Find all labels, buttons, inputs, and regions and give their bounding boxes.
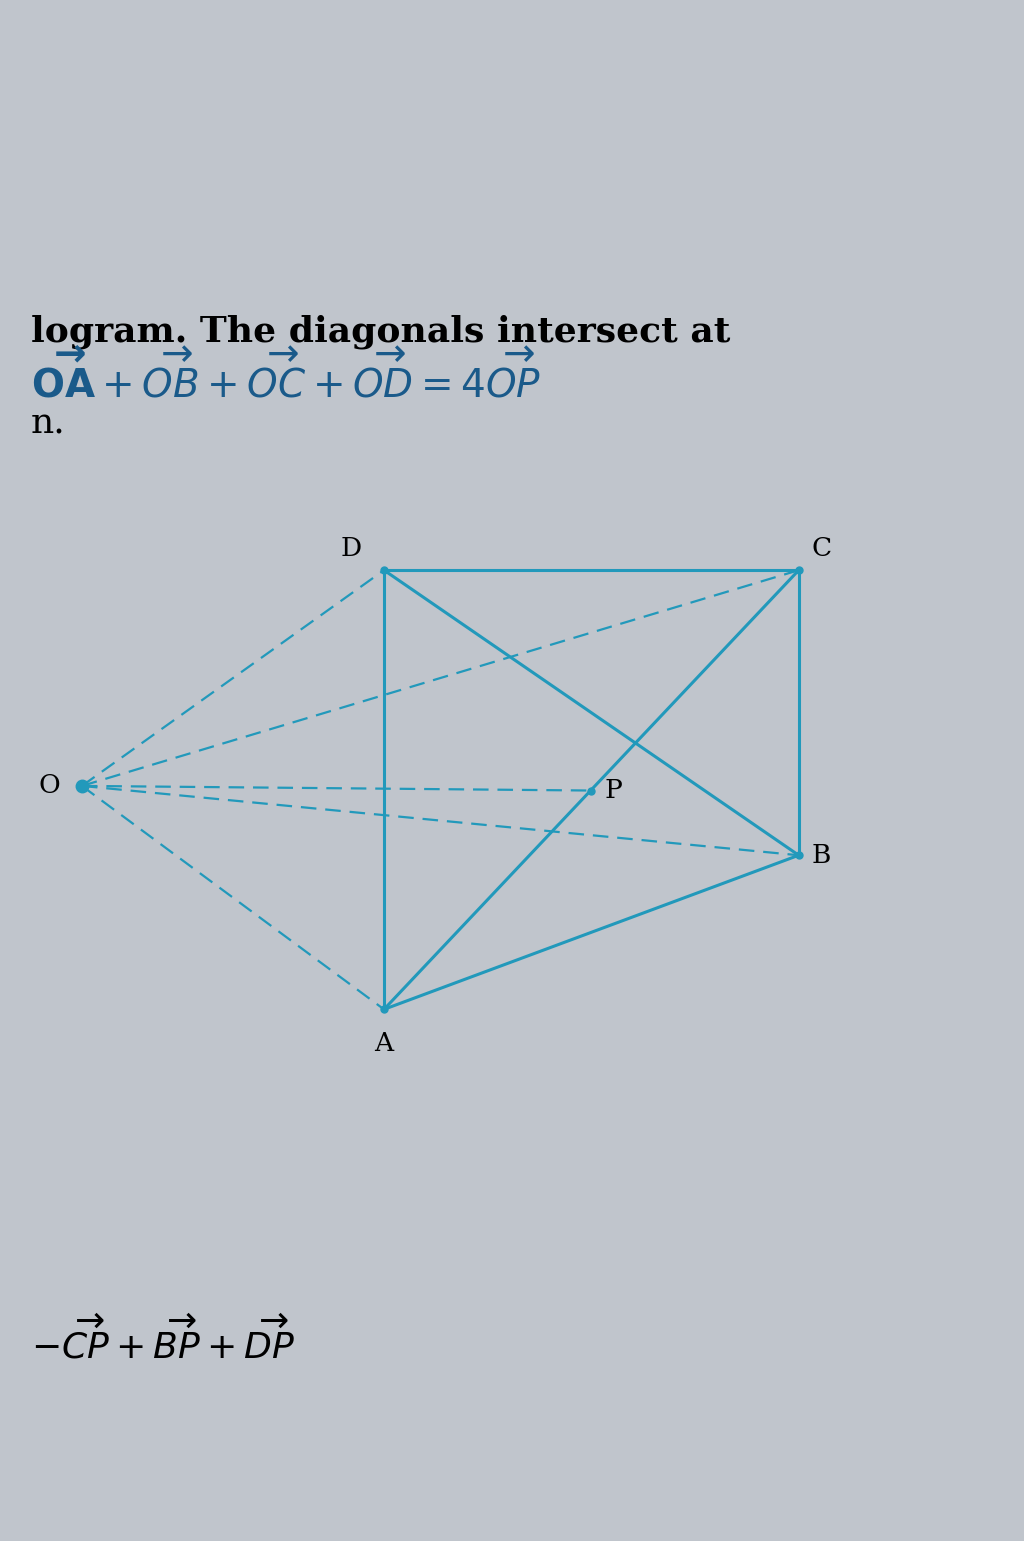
Text: logram. The diagonals intersect at: logram. The diagonals intersect at — [31, 314, 730, 348]
Text: P: P — [604, 778, 623, 803]
Text: A: A — [375, 1031, 393, 1056]
Text: $- \overrightarrow{CP} + \overrightarrow{BP} + \overrightarrow{DP}$: $- \overrightarrow{CP} + \overrightarrow… — [31, 1316, 295, 1365]
Text: O: O — [38, 774, 60, 798]
Text: D: D — [341, 536, 361, 561]
Text: n.: n. — [31, 407, 66, 441]
Text: B: B — [812, 843, 830, 868]
Text: C: C — [811, 536, 831, 561]
Text: $\mathbf{\overrightarrow{OA}} + \overrightarrow{OB} + \overrightarrow{OC} + \ove: $\mathbf{\overrightarrow{OA}} + \overrig… — [31, 350, 541, 405]
